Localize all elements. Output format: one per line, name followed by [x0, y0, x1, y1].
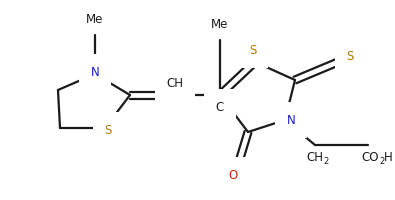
Text: S: S — [104, 124, 112, 137]
Text: CH: CH — [307, 151, 324, 164]
Text: Me: Me — [211, 18, 229, 31]
Text: 2: 2 — [324, 157, 329, 166]
Text: S: S — [346, 50, 354, 63]
Text: O: O — [228, 169, 238, 182]
Text: CH: CH — [167, 77, 184, 90]
Text: N: N — [90, 66, 100, 79]
Text: CO: CO — [361, 151, 379, 164]
Text: S: S — [249, 44, 257, 57]
Text: C: C — [216, 101, 224, 114]
Text: N: N — [287, 114, 295, 127]
Text: 2: 2 — [379, 157, 385, 166]
Text: H: H — [384, 151, 392, 164]
Text: Me: Me — [87, 13, 104, 26]
